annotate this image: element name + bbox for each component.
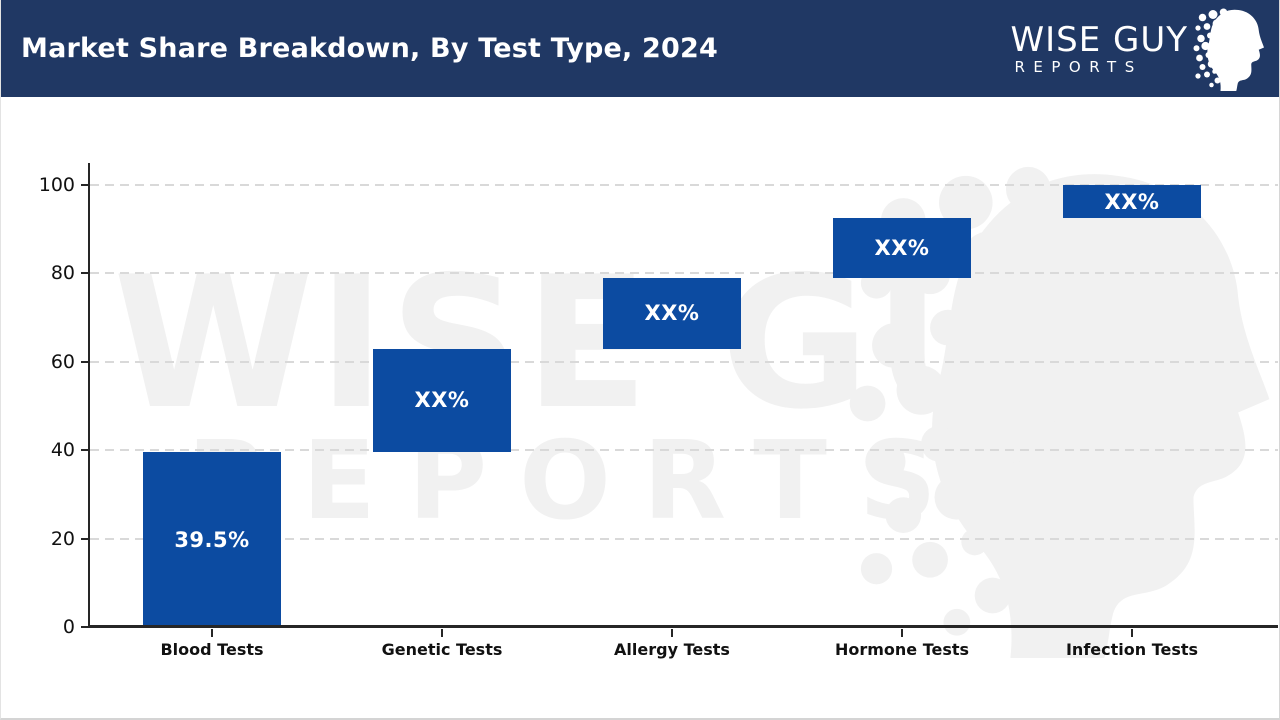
gridline-60 [90,360,1278,363]
x-axis-tick-mark [671,629,673,637]
bar-value-label: XX% [874,235,930,260]
y-axis-tick-label: 80 [50,262,75,285]
bar-blood-tests: 39.5% [143,452,281,627]
bar-value-label: 39.5% [174,527,250,552]
y-axis-tick-mark [81,272,88,275]
y-axis-tick-mark [81,626,88,628]
bar-genetic-tests: XX% [373,348,511,453]
x-axis-tick-mark [211,629,213,637]
dotted-head-profile-icon [1192,7,1267,91]
logo: WISE GUY REPORTS [1010,7,1267,91]
gridline-20 [90,537,1278,540]
y-axis-tick-label: 20 [50,527,75,550]
bar-allergy-tests: XX% [603,277,741,349]
header-bar: Market Share Breakdown, By Test Type, 20… [1,0,1279,97]
y-axis-tick-label: 40 [50,439,75,462]
x-axis-tick-mark [441,629,443,637]
bar-value-label: XX% [644,301,700,326]
y-axis-tick-mark [81,537,88,540]
bar-hormone-tests: XX% [833,218,971,278]
bar-value-label: XX% [414,388,470,413]
x-axis-category-label: Blood Tests [160,640,264,659]
x-axis-category-label: Genetic Tests [381,640,503,659]
y-axis-tick-label: 60 [50,350,75,373]
x-axis-tick-mark [901,629,903,637]
logo-line2: REPORTS [1014,57,1143,76]
gridline-40 [90,449,1278,452]
x-axis-category-label: Hormone Tests [834,640,970,659]
x-axis-category-label: Infection Tests [1065,640,1199,659]
y-axis-tick-mark [81,449,88,452]
x-axis-tick-mark [1131,629,1133,637]
y-axis-tick-mark [81,360,88,363]
page-title: Market Share Breakdown, By Test Type, 20… [21,33,719,64]
x-axis-line [88,625,1278,628]
y-axis-tick-label: 100 [38,174,75,196]
y-axis-tick-label: 0 [62,616,75,638]
gridline-100 [90,184,1278,186]
x-axis-category-label: Allergy Tests [614,640,730,659]
bar-value-label: XX% [1104,189,1160,214]
logo-line1: WISE GUY [1010,19,1188,60]
gridline-80 [90,272,1278,275]
y-axis-spine [88,163,90,628]
watermark-line2: REPORTS [187,419,969,544]
y-axis-tick-mark [81,184,88,186]
bar-infection-tests: XX% [1063,185,1201,219]
logo-wordmark: WISE GUY REPORTS [1010,23,1188,75]
